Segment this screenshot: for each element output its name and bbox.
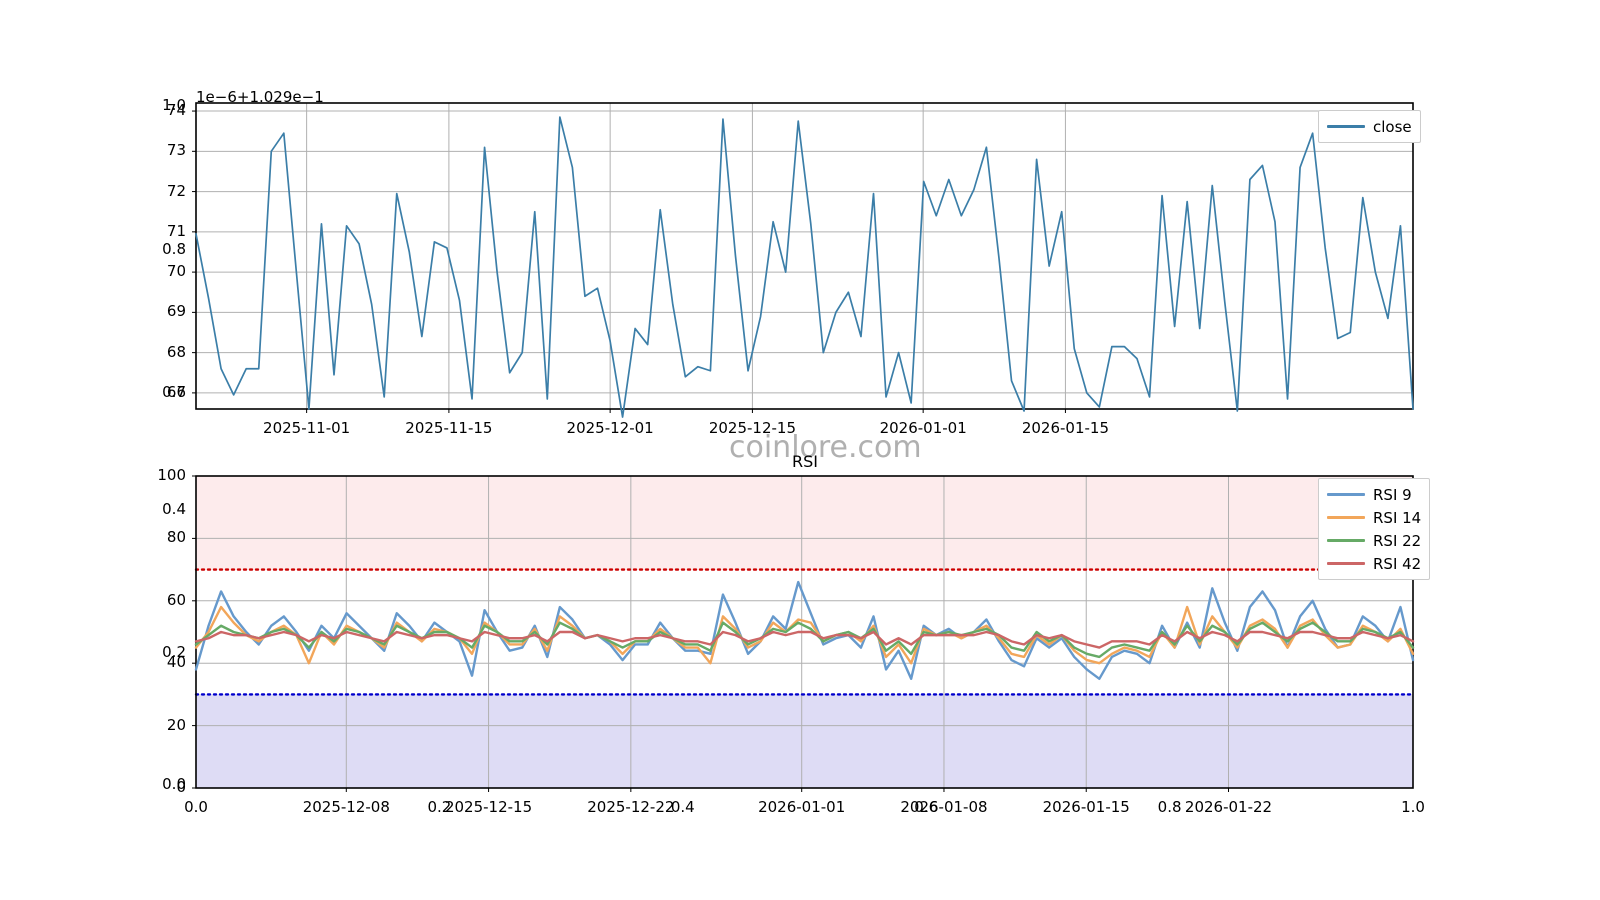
rsi-legend: RSI 9 RSI 14 RSI 22 RSI 42 <box>1318 478 1431 580</box>
legend-swatch-rsi9 <box>1327 493 1365 496</box>
legend-label-rsi22: RSI 22 <box>1373 531 1422 550</box>
price-plot-svg <box>192 102 1414 418</box>
legend-label-rsi42: RSI 42 <box>1373 554 1422 573</box>
legend-swatch-close <box>1327 125 1365 128</box>
price-legend: close <box>1318 110 1421 143</box>
legend-item-rsi9: RSI 9 <box>1327 485 1421 504</box>
price-y-axis-offset-text: 1e−6+1.029e−1 <box>196 88 324 106</box>
legend-item-rsi22: RSI 22 <box>1327 531 1421 550</box>
watermark: coinlore.com <box>729 430 922 465</box>
legend-label-rsi9: RSI 9 <box>1373 485 1412 504</box>
legend-label-rsi14: RSI 14 <box>1373 508 1422 527</box>
legend-item-close: close <box>1327 117 1412 136</box>
rsi-chart-panel: RSI 9 RSI 14 RSI 22 RSI 42 <box>0 440 1600 900</box>
legend-label-close: close <box>1373 117 1412 136</box>
legend-item-rsi42: RSI 42 <box>1327 554 1421 573</box>
rsi-panel-title: RSI <box>792 452 818 471</box>
legend-item-rsi14: RSI 14 <box>1327 508 1421 527</box>
price-chart-panel: 1e−6+1.029e−1 close <box>192 88 1421 418</box>
legend-swatch-rsi14 <box>1327 516 1365 519</box>
legend-swatch-rsi42 <box>1327 562 1365 565</box>
rsi-plot-svg <box>192 475 1415 792</box>
legend-swatch-rsi22 <box>1327 539 1365 542</box>
